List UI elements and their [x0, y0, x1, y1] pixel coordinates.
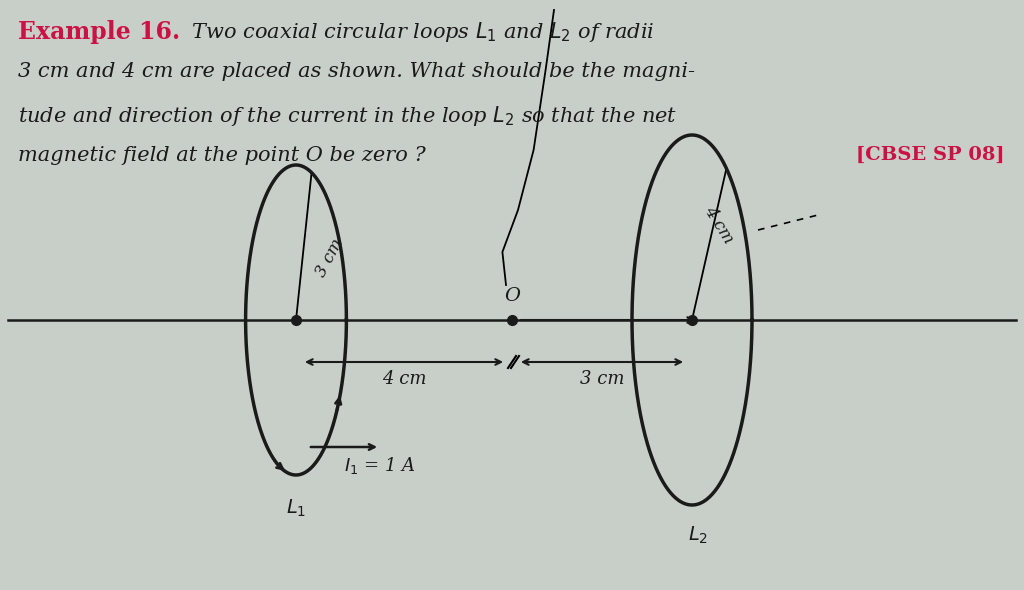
Text: Example 16.: Example 16. [18, 20, 180, 44]
Text: 3 cm: 3 cm [580, 370, 625, 388]
Text: 3 cm: 3 cm [312, 236, 347, 280]
Text: magnetic field at the point O be zero ?: magnetic field at the point O be zero ? [18, 146, 426, 165]
Text: O: O [504, 287, 520, 305]
Text: $L_1$: $L_1$ [286, 498, 306, 519]
Text: 4 cm: 4 cm [700, 203, 736, 247]
Text: 4 cm: 4 cm [382, 370, 426, 388]
Text: $I_1$ = 1 A: $I_1$ = 1 A [344, 455, 416, 476]
Text: 3 cm and 4 cm are placed as shown. What should be the magni-: 3 cm and 4 cm are placed as shown. What … [18, 62, 695, 81]
Text: [CBSE SP 08]: [CBSE SP 08] [856, 146, 1005, 164]
Text: $L_2$: $L_2$ [688, 525, 708, 546]
Text: tude and direction of the current in the loop $L_2$ so that the net: tude and direction of the current in the… [18, 104, 677, 128]
Text: Two coaxial circular loops $L_1$ and $L_2$ of radii: Two coaxial circular loops $L_1$ and $L_… [185, 20, 654, 44]
